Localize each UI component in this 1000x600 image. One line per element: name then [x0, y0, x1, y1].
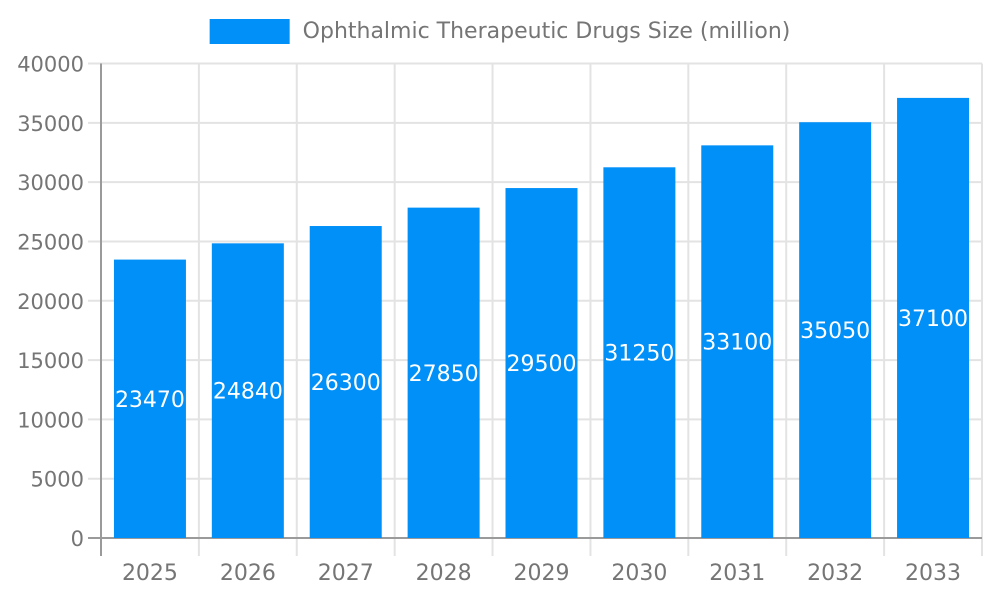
- bar: [897, 97, 970, 539]
- x-axis-tick-label: 2027: [318, 561, 374, 586]
- y-axis-tick-label: 5000: [31, 468, 84, 492]
- bar: [211, 243, 284, 538]
- chart-legend: Ophthalmic Therapeutic Drugs Size (milli…: [209, 19, 791, 44]
- bar-value-label: 33100: [702, 331, 772, 356]
- bar-value-label: 35050: [800, 319, 870, 344]
- y-axis-tick-label: 15000: [17, 349, 84, 373]
- y-axis-tick-label: 30000: [17, 171, 84, 195]
- bar: [113, 259, 186, 538]
- x-axis-tick-label: 2033: [905, 561, 961, 586]
- bar: [309, 226, 382, 539]
- bar: [505, 188, 578, 538]
- bar-value-label: 26300: [311, 371, 381, 396]
- y-axis-tick-label: 25000: [17, 230, 84, 254]
- legend-swatch: [209, 19, 290, 44]
- x-axis-tick-label: 2030: [611, 561, 667, 586]
- x-axis-tick-label: 2026: [220, 561, 276, 586]
- x-axis-tick-label: 2029: [514, 561, 570, 586]
- bar: [603, 167, 676, 538]
- bar-value-label: 31250: [604, 342, 674, 367]
- bar-value-label: 29500: [507, 352, 577, 377]
- bar-value-label: 37100: [898, 307, 968, 332]
- x-axis-tick-label: 2031: [709, 561, 765, 586]
- x-axis-tick-label: 2032: [807, 561, 863, 586]
- legend-label: Ophthalmic Therapeutic Drugs Size (milli…: [302, 19, 791, 44]
- x-axis-tick-label: 2025: [122, 561, 178, 586]
- x-axis-tick-label: 2028: [416, 561, 472, 586]
- bar: [407, 207, 480, 538]
- bar-value-label: 24840: [213, 380, 283, 405]
- y-axis-tick-label: 0: [71, 527, 84, 551]
- y-axis-tick-label: 40000: [17, 53, 84, 77]
- bar-value-label: 27850: [409, 362, 479, 387]
- bar-value-label: 23470: [115, 388, 185, 413]
- y-axis-tick-label: 35000: [17, 112, 84, 136]
- bar: [701, 145, 774, 538]
- y-axis-tick-label: 10000: [17, 408, 84, 432]
- legend-item-series[interactable]: Ophthalmic Therapeutic Drugs Size (milli…: [209, 19, 791, 44]
- y-axis-tick-label: 20000: [17, 290, 84, 314]
- bar: [799, 122, 872, 539]
